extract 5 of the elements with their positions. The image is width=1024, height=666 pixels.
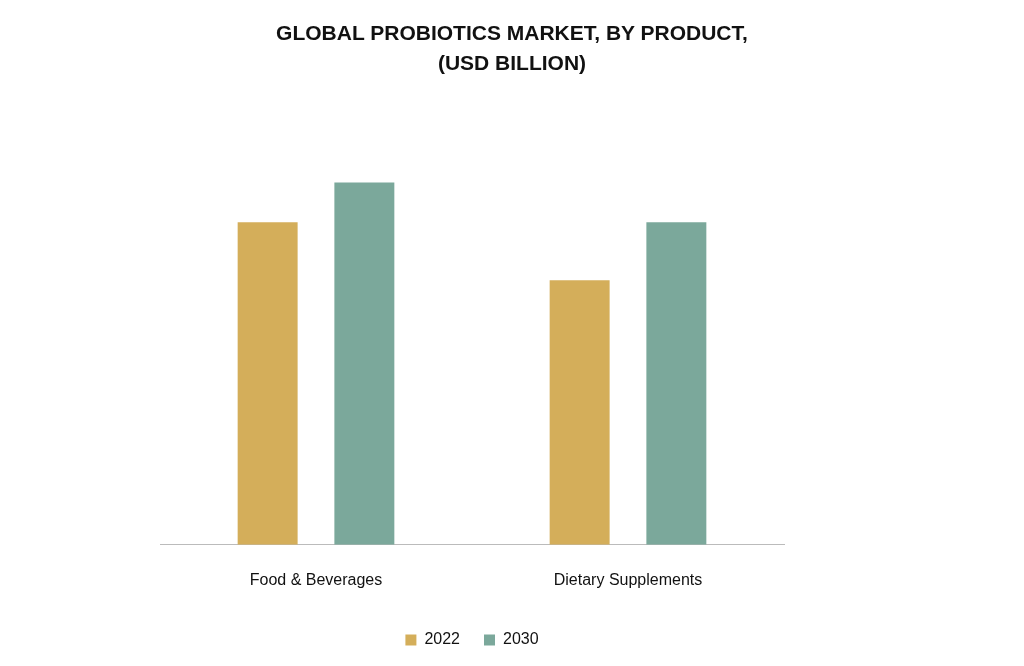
x-tick-label: Dietary Supplements [553, 570, 703, 588]
legend-label: 2030 [503, 630, 539, 648]
legend-label: 2022 [424, 630, 461, 648]
chart-title: GLOBAL PROBIOTICS MARKET, BY PRODUCT, (USD BILLION) [275, 20, 749, 76]
x-tick-label: Food & Beverages [249, 570, 383, 588]
